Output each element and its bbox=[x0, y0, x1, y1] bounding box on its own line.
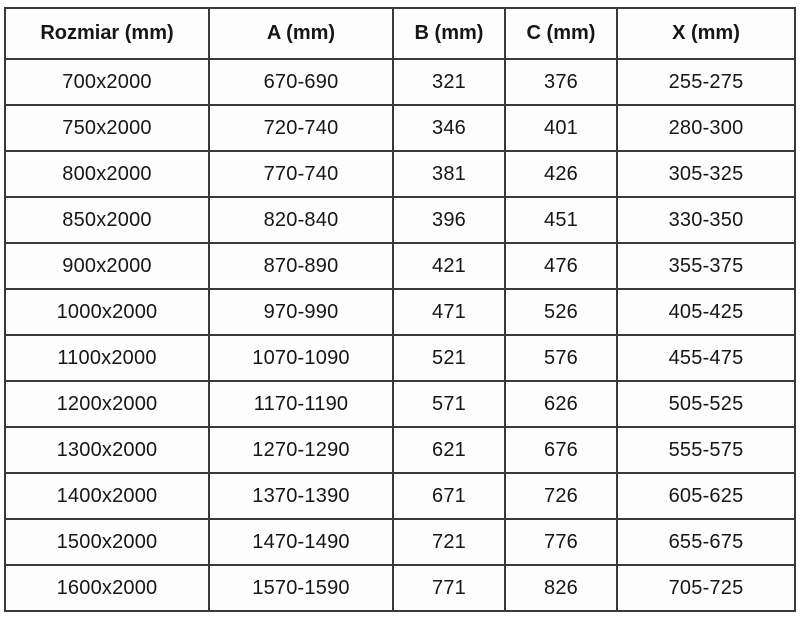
cell-x: 355-375 bbox=[616, 242, 796, 290]
cell-a: 1270-1290 bbox=[208, 426, 394, 474]
header-cell-x: X (mm) bbox=[616, 7, 796, 60]
cell-c: 451 bbox=[504, 196, 618, 244]
table-row: 850x2000 820-840 396 451 330-350 bbox=[4, 196, 796, 244]
cell-b: 471 bbox=[392, 288, 506, 336]
table-row: 800x2000 770-740 381 426 305-325 bbox=[4, 150, 796, 198]
cell-size: 1300x2000 bbox=[4, 426, 210, 474]
cell-a: 1170-1190 bbox=[208, 380, 394, 428]
table-row: 700x2000 670-690 321 376 255-275 bbox=[4, 58, 796, 106]
cell-size: 750x2000 bbox=[4, 104, 210, 152]
header-cell-a: A (mm) bbox=[208, 7, 394, 60]
cell-size: 1600x2000 bbox=[4, 564, 210, 612]
cell-a: 1070-1090 bbox=[208, 334, 394, 382]
cell-c: 726 bbox=[504, 472, 618, 520]
table-row: 1600x2000 1570-1590 771 826 705-725 bbox=[4, 564, 796, 612]
cell-size: 1200x2000 bbox=[4, 380, 210, 428]
cell-x: 255-275 bbox=[616, 58, 796, 106]
cell-c: 426 bbox=[504, 150, 618, 198]
cell-c: 626 bbox=[504, 380, 618, 428]
cell-b: 671 bbox=[392, 472, 506, 520]
cell-size: 850x2000 bbox=[4, 196, 210, 244]
cell-a: 870-890 bbox=[208, 242, 394, 290]
cell-a: 670-690 bbox=[208, 58, 394, 106]
cell-c: 776 bbox=[504, 518, 618, 566]
table-row: 1100x2000 1070-1090 521 576 455-475 bbox=[4, 334, 796, 382]
cell-b: 396 bbox=[392, 196, 506, 244]
header-cell-rozmiar: Rozmiar (mm) bbox=[4, 7, 210, 60]
cell-size: 900x2000 bbox=[4, 242, 210, 290]
cell-size: 1100x2000 bbox=[4, 334, 210, 382]
cell-b: 346 bbox=[392, 104, 506, 152]
cell-a: 770-740 bbox=[208, 150, 394, 198]
cell-c: 376 bbox=[504, 58, 618, 106]
cell-c: 576 bbox=[504, 334, 618, 382]
cell-x: 605-625 bbox=[616, 472, 796, 520]
cell-c: 401 bbox=[504, 104, 618, 152]
table-header-row: Rozmiar (mm) A (mm) B (mm) C (mm) X (mm) bbox=[4, 7, 796, 60]
cell-x: 455-475 bbox=[616, 334, 796, 382]
cell-c: 676 bbox=[504, 426, 618, 474]
cell-x: 330-350 bbox=[616, 196, 796, 244]
cell-c: 476 bbox=[504, 242, 618, 290]
cell-size: 800x2000 bbox=[4, 150, 210, 198]
cell-a: 1570-1590 bbox=[208, 564, 394, 612]
table-row: 750x2000 720-740 346 401 280-300 bbox=[4, 104, 796, 152]
cell-b: 621 bbox=[392, 426, 506, 474]
table-row: 1500x2000 1470-1490 721 776 655-675 bbox=[4, 518, 796, 566]
cell-x: 655-675 bbox=[616, 518, 796, 566]
cell-b: 571 bbox=[392, 380, 506, 428]
table-row: 900x2000 870-890 421 476 355-375 bbox=[4, 242, 796, 290]
cell-c: 826 bbox=[504, 564, 618, 612]
cell-x: 405-425 bbox=[616, 288, 796, 336]
cell-x: 505-525 bbox=[616, 380, 796, 428]
cell-size: 1000x2000 bbox=[4, 288, 210, 336]
cell-size: 1400x2000 bbox=[4, 472, 210, 520]
cell-x: 280-300 bbox=[616, 104, 796, 152]
cell-x: 555-575 bbox=[616, 426, 796, 474]
cell-c: 526 bbox=[504, 288, 618, 336]
header-cell-b: B (mm) bbox=[392, 7, 506, 60]
table-row: 1000x2000 970-990 471 526 405-425 bbox=[4, 288, 796, 336]
cell-b: 721 bbox=[392, 518, 506, 566]
cell-a: 720-740 bbox=[208, 104, 394, 152]
cell-size: 700x2000 bbox=[4, 58, 210, 106]
table-row: 1400x2000 1370-1390 671 726 605-625 bbox=[4, 472, 796, 520]
table-row: 1300x2000 1270-1290 621 676 555-575 bbox=[4, 426, 796, 474]
cell-b: 381 bbox=[392, 150, 506, 198]
header-cell-c: C (mm) bbox=[504, 7, 618, 60]
cell-size: 1500x2000 bbox=[4, 518, 210, 566]
cell-b: 521 bbox=[392, 334, 506, 382]
cell-b: 321 bbox=[392, 58, 506, 106]
dimensions-spec-table: Rozmiar (mm) A (mm) B (mm) C (mm) X (mm)… bbox=[4, 7, 796, 612]
cell-a: 970-990 bbox=[208, 288, 394, 336]
table-row: 1200x2000 1170-1190 571 626 505-525 bbox=[4, 380, 796, 428]
cell-a: 1470-1490 bbox=[208, 518, 394, 566]
cell-b: 421 bbox=[392, 242, 506, 290]
cell-x: 305-325 bbox=[616, 150, 796, 198]
cell-x: 705-725 bbox=[616, 564, 796, 612]
cell-a: 820-840 bbox=[208, 196, 394, 244]
cell-a: 1370-1390 bbox=[208, 472, 394, 520]
cell-b: 771 bbox=[392, 564, 506, 612]
